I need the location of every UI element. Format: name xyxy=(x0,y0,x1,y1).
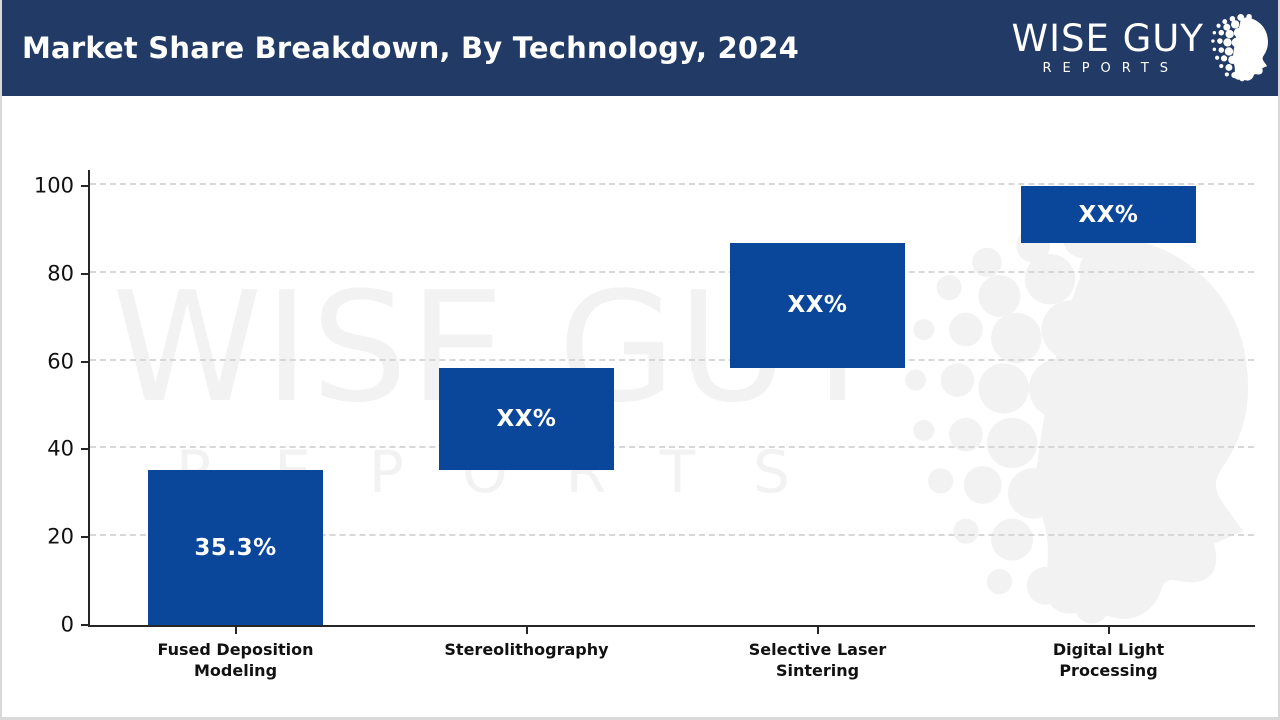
y-tick-mark xyxy=(81,272,88,275)
waterfall-bar: XX% xyxy=(729,243,906,368)
logo-text: WISE GUY REPORTS xyxy=(1012,20,1204,76)
waterfall-bar: 35.3% xyxy=(147,470,324,625)
y-tick-mark xyxy=(81,185,88,187)
x-tick-mark xyxy=(1107,627,1110,634)
bar-value-label: XX% xyxy=(496,405,557,432)
x-tick-mark xyxy=(816,627,819,634)
gridline xyxy=(90,534,1254,537)
category-label: Digital Light Processing xyxy=(1052,640,1165,680)
chart-title: Market Share Breakdown, By Technology, 2… xyxy=(22,31,800,65)
gridline xyxy=(90,446,1254,449)
plot-area: 35.3% XX% XX% XX% xyxy=(90,183,1254,625)
x-axis-ticks xyxy=(90,627,1254,635)
logo-wordmark: WISE GUY xyxy=(1011,17,1204,60)
x-axis-spine xyxy=(88,625,1255,627)
y-tick-mark xyxy=(81,624,88,626)
category-label: Selective Laser Sintering xyxy=(748,640,887,680)
x-tick-mark xyxy=(525,627,528,634)
logo-face-icon xyxy=(1211,13,1268,82)
bar-value-label: 35.3% xyxy=(194,534,277,561)
y-tick-mark xyxy=(81,360,88,363)
waterfall-bar: XX% xyxy=(438,367,615,471)
x-tick-mark xyxy=(234,627,237,634)
y-axis-spine xyxy=(88,170,90,627)
gridline xyxy=(90,183,1254,185)
y-tick-label: 0 xyxy=(60,612,74,637)
y-tick-label: 20 xyxy=(47,524,74,549)
category-label: Fused Deposition Modeling xyxy=(157,640,314,680)
y-axis: 0 20 40 60 80 100 xyxy=(2,175,88,635)
category-label: Stereolithography xyxy=(444,640,609,659)
y-tick-mark xyxy=(81,536,88,539)
y-tick-mark xyxy=(81,448,88,451)
y-tick-label: 60 xyxy=(47,349,74,374)
y-tick-label: 40 xyxy=(47,436,74,461)
bar-value-label: XX% xyxy=(1078,201,1139,228)
y-tick-label: 80 xyxy=(47,261,74,286)
gridline xyxy=(90,270,1254,273)
waterfall-bar: XX% xyxy=(1020,186,1197,244)
bar-value-label: XX% xyxy=(787,292,848,319)
wiseguy-logo: WISE GUY REPORTS xyxy=(1012,4,1272,92)
logo-subtext: REPORTS xyxy=(1042,61,1180,76)
gridline xyxy=(90,358,1254,361)
header-bar: Market Share Breakdown, By Technology, 2… xyxy=(2,0,1278,96)
y-tick-label: 100 xyxy=(33,173,74,198)
